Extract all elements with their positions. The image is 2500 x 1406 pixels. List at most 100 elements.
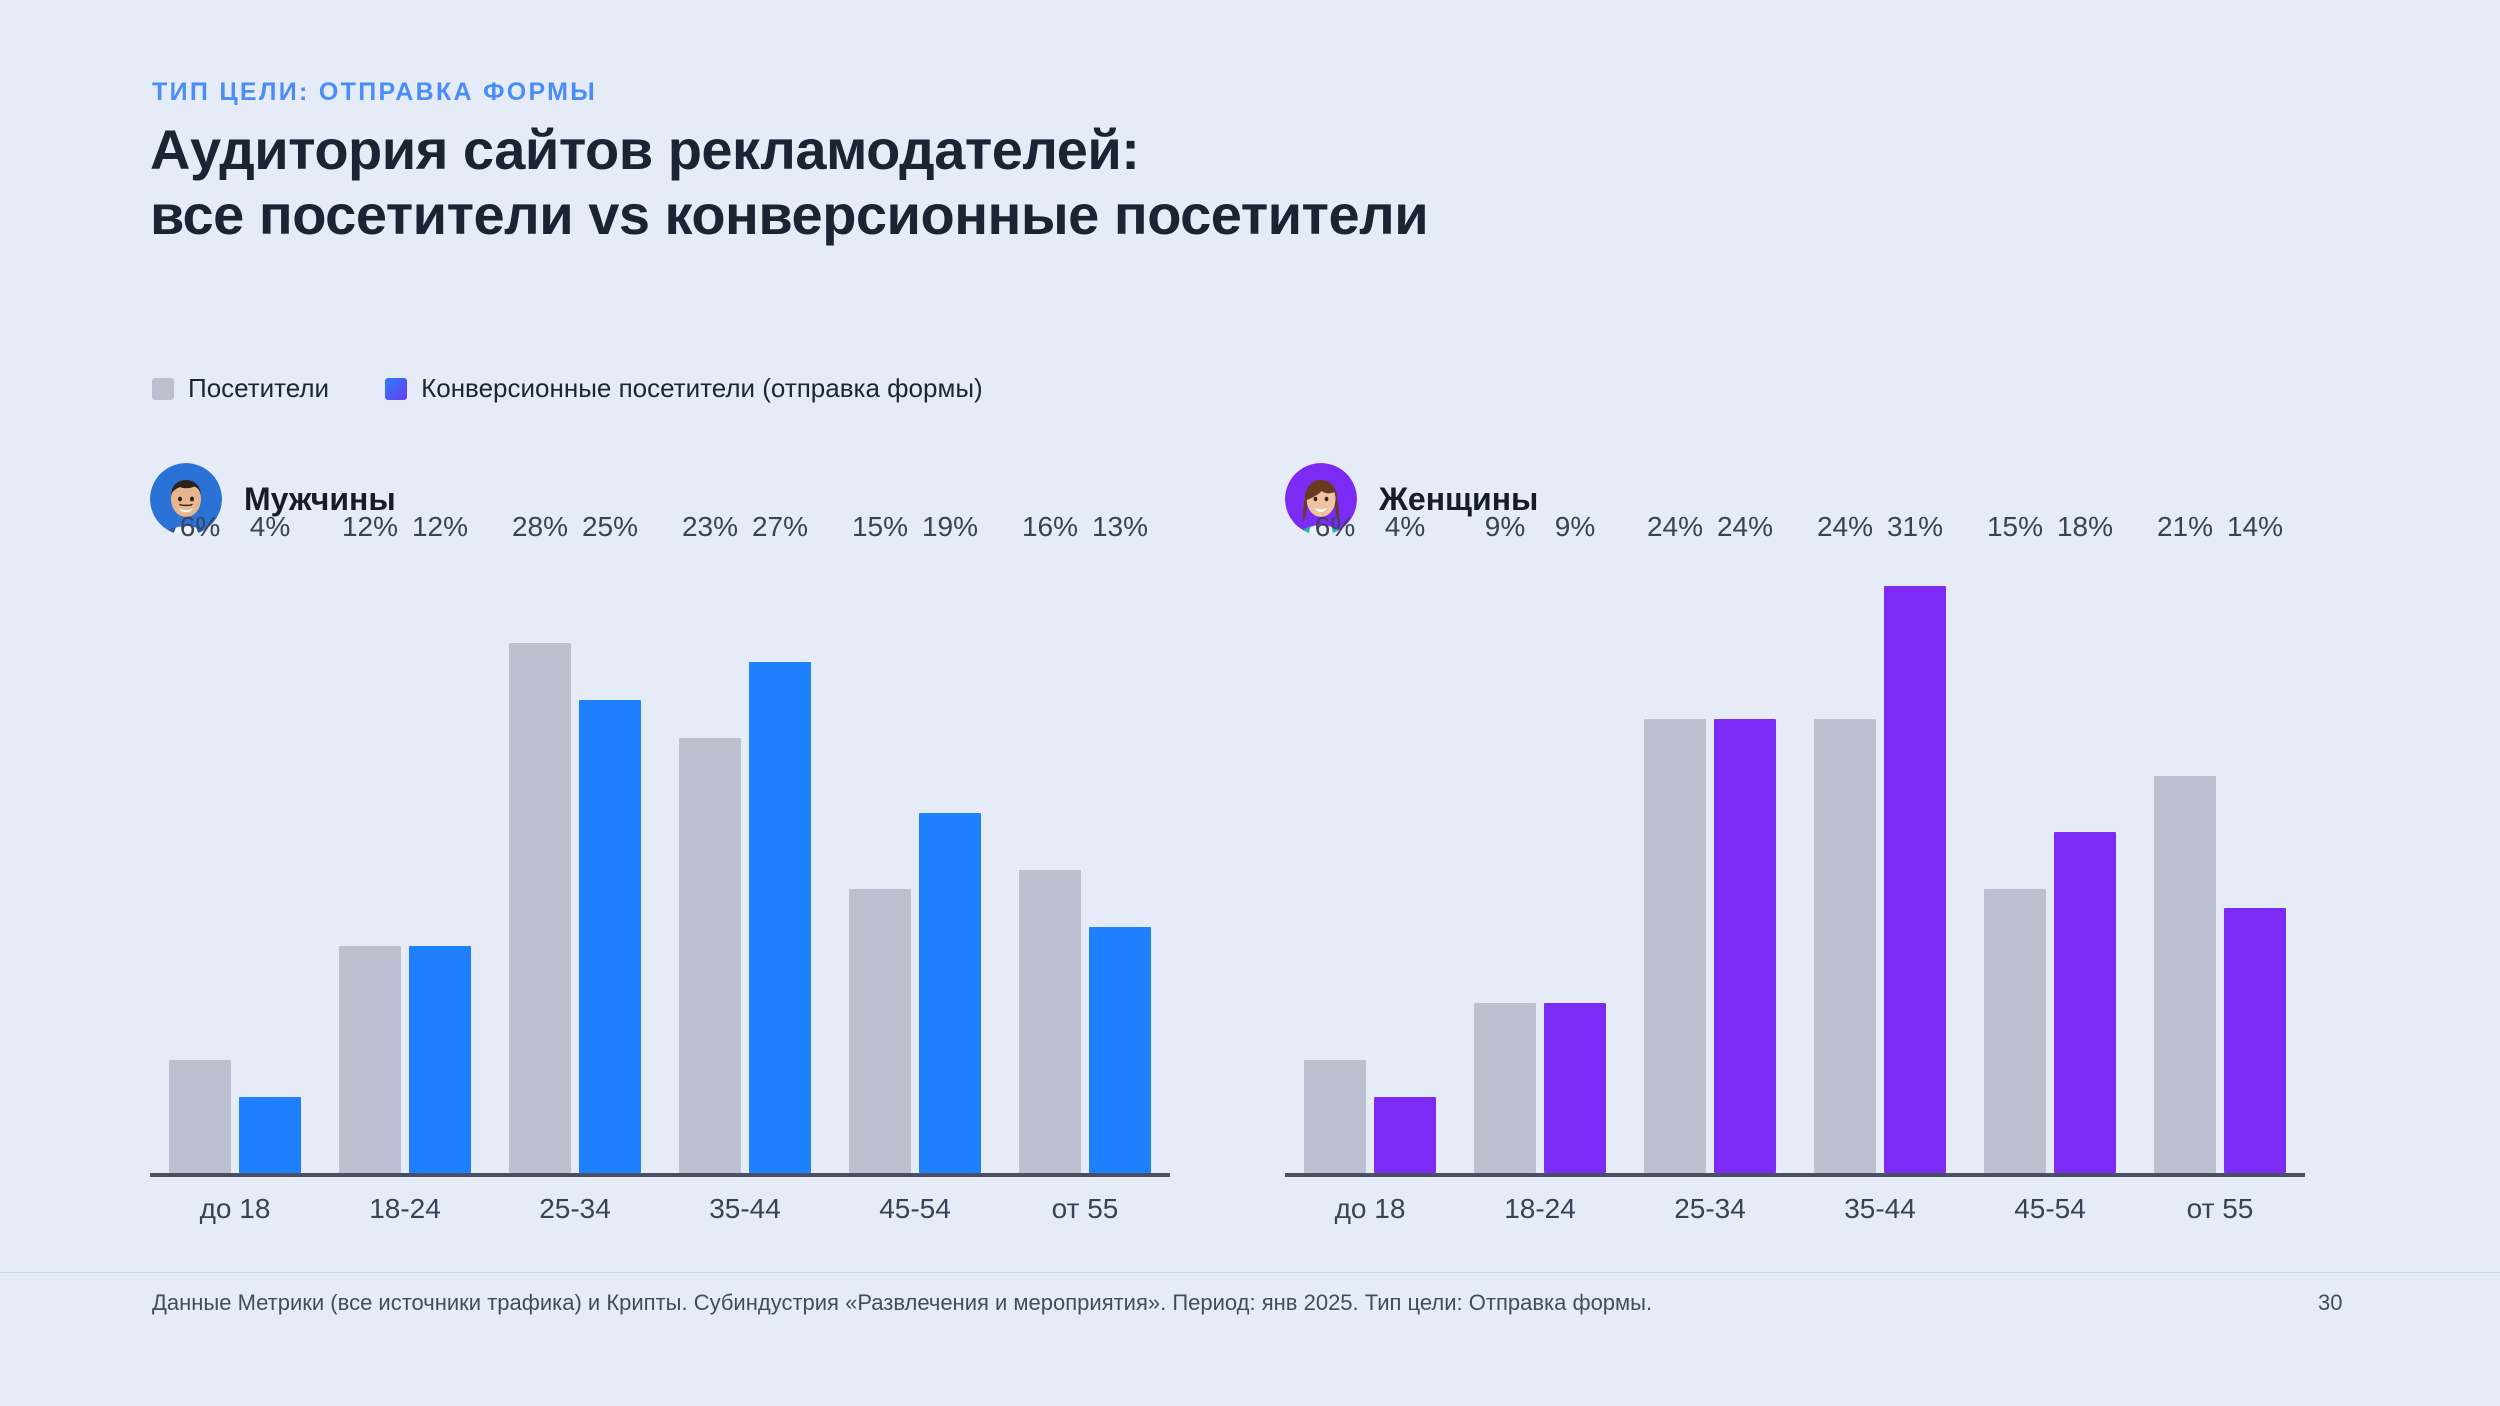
plot-area: 6% 4% 9% 9%	[1285, 513, 2305, 1173]
bar-group: 28% 25%	[490, 513, 660, 1173]
bar-group: 9% 9%	[1455, 513, 1625, 1173]
bar-conversions	[1544, 1003, 1606, 1173]
bar-wrap: 16%	[1019, 513, 1081, 1173]
x-axis-labels: до 18 18-24 25-34 35-44 45-54 от 55	[150, 1193, 1170, 1225]
bar-value-label: 24%	[1646, 511, 1704, 542]
bar-conversions	[579, 700, 641, 1173]
bar-value-label: 12%	[341, 511, 399, 542]
footnote-text: Данные Метрики (все источники трафика) и…	[152, 1290, 1653, 1315]
x-axis-tick: 45-54	[879, 1193, 951, 1224]
bar-visitors	[849, 889, 911, 1173]
bar-wrap: 6%	[169, 513, 231, 1173]
bar-value-label: 6%	[179, 511, 221, 542]
bar-visitors	[2154, 776, 2216, 1173]
bar-wrap: 15%	[1984, 513, 2046, 1173]
bar-visitors	[1019, 870, 1081, 1173]
bar-wrap: 15%	[849, 513, 911, 1173]
page-title: Аудитория сайтов рекламодателей: все пос…	[150, 118, 1429, 246]
bar-value-label: 15%	[851, 511, 909, 542]
bar-value-label: 28%	[511, 511, 569, 542]
bar-wrap: 31%	[1884, 513, 1946, 1173]
x-axis-tick: 35-44	[1844, 1193, 1916, 1224]
bar-visitors	[509, 643, 571, 1173]
x-axis-tick: от 55	[2186, 1193, 2254, 1224]
bar-conversions	[749, 662, 811, 1173]
bar-wrap: 18%	[2054, 513, 2116, 1173]
bar-group: 24% 24%	[1625, 513, 1795, 1173]
x-axis-tick: от 55	[1051, 1193, 1119, 1224]
bar-value-label: 6%	[1314, 511, 1356, 542]
chart-panel-male: Мужчины 6% 4% 12%	[150, 460, 1170, 1250]
bar-conversions	[1884, 586, 1946, 1173]
x-axis-tick: 18-24	[1504, 1193, 1576, 1224]
bar-group: 15% 18%	[1965, 513, 2135, 1173]
bar-group: 21% 14%	[2135, 513, 2305, 1173]
bar-conversions	[919, 813, 981, 1173]
bar-value-label: 14%	[2226, 511, 2284, 542]
bar-wrap: 12%	[409, 513, 471, 1173]
bar-chart-female: 6% 4% 9% 9%	[1285, 513, 2305, 1248]
chart-legend: Посетители Конверсионные посетители (отп…	[152, 373, 983, 404]
x-axis-tick: до 18	[199, 1193, 271, 1224]
bar-visitors	[679, 738, 741, 1173]
page-number: 30	[2318, 1290, 2343, 1315]
bar-visitors	[1984, 889, 2046, 1173]
bar-group: 12% 12%	[320, 513, 490, 1173]
bar-wrap: 23%	[679, 513, 741, 1173]
bar-wrap: 6%	[1304, 513, 1366, 1173]
x-axis-tick: 25-34	[539, 1193, 611, 1224]
bar-value-label: 24%	[1716, 511, 1774, 542]
bar-wrap: 14%	[2224, 513, 2286, 1173]
x-axis-tick: 45-54	[2014, 1193, 2086, 1224]
bar-group: 23% 27%	[660, 513, 830, 1173]
bar-wrap: 9%	[1544, 513, 1606, 1173]
bar-wrap: 4%	[239, 513, 301, 1173]
bar-conversions	[2224, 908, 2286, 1173]
bar-conversions	[239, 1097, 301, 1173]
x-axis-tick: до 18	[1334, 1193, 1406, 1224]
bar-visitors	[339, 946, 401, 1173]
bar-wrap: 27%	[749, 513, 811, 1173]
bar-value-label: 25%	[581, 511, 639, 542]
bar-value-label: 19%	[921, 511, 979, 542]
bar-wrap: 25%	[579, 513, 641, 1173]
panel-title: Мужчины	[244, 480, 396, 517]
bar-wrap: 19%	[919, 513, 981, 1173]
bar-conversions	[409, 946, 471, 1173]
bar-group: 6% 4%	[150, 513, 320, 1173]
bar-wrap: 12%	[339, 513, 401, 1173]
bar-value-label: 13%	[1091, 511, 1149, 542]
legend-swatch-icon	[385, 377, 408, 400]
bar-conversions	[1089, 927, 1151, 1173]
bar-value-label: 4%	[249, 511, 291, 542]
bar-group: 15% 19%	[830, 513, 1000, 1173]
footer-divider	[0, 1272, 2500, 1273]
x-axis-line	[1285, 1173, 2305, 1177]
bar-value-label: 9%	[1554, 511, 1596, 542]
bar-value-label: 24%	[1816, 511, 1874, 542]
bar-wrap: 4%	[1374, 513, 1436, 1173]
bar-conversions	[1714, 719, 1776, 1173]
bar-wrap: 28%	[509, 513, 571, 1173]
chart-panel-female: Женщины 6% 4% 9%	[1285, 460, 2305, 1250]
legend-item-visitors: Посетители	[152, 373, 329, 404]
panel-header: Женщины	[1285, 460, 2305, 538]
bar-wrap: 21%	[2154, 513, 2216, 1173]
bar-wrap: 24%	[1814, 513, 1876, 1173]
male-avatar-icon	[150, 463, 222, 535]
bar-group: 24% 31%	[1795, 513, 1965, 1173]
x-axis-labels: до 18 18-24 25-34 35-44 45-54 от 55	[1285, 1193, 2305, 1225]
panel-header: Мужчины	[150, 460, 1170, 538]
legend-label: Посетители	[188, 373, 330, 403]
bar-visitors	[1644, 719, 1706, 1173]
bar-group: 6% 4%	[1285, 513, 1455, 1173]
x-axis-line	[150, 1173, 1170, 1177]
bar-value-label: 31%	[1886, 511, 1944, 542]
bar-visitors	[1474, 1003, 1536, 1173]
bar-value-label: 16%	[1021, 511, 1079, 542]
bar-value-label: 18%	[2056, 511, 2114, 542]
bar-group: 16% 13%	[1000, 513, 1170, 1173]
bar-conversions	[2054, 832, 2116, 1173]
bar-wrap: 9%	[1474, 513, 1536, 1173]
bar-value-label: 4%	[1384, 511, 1426, 542]
